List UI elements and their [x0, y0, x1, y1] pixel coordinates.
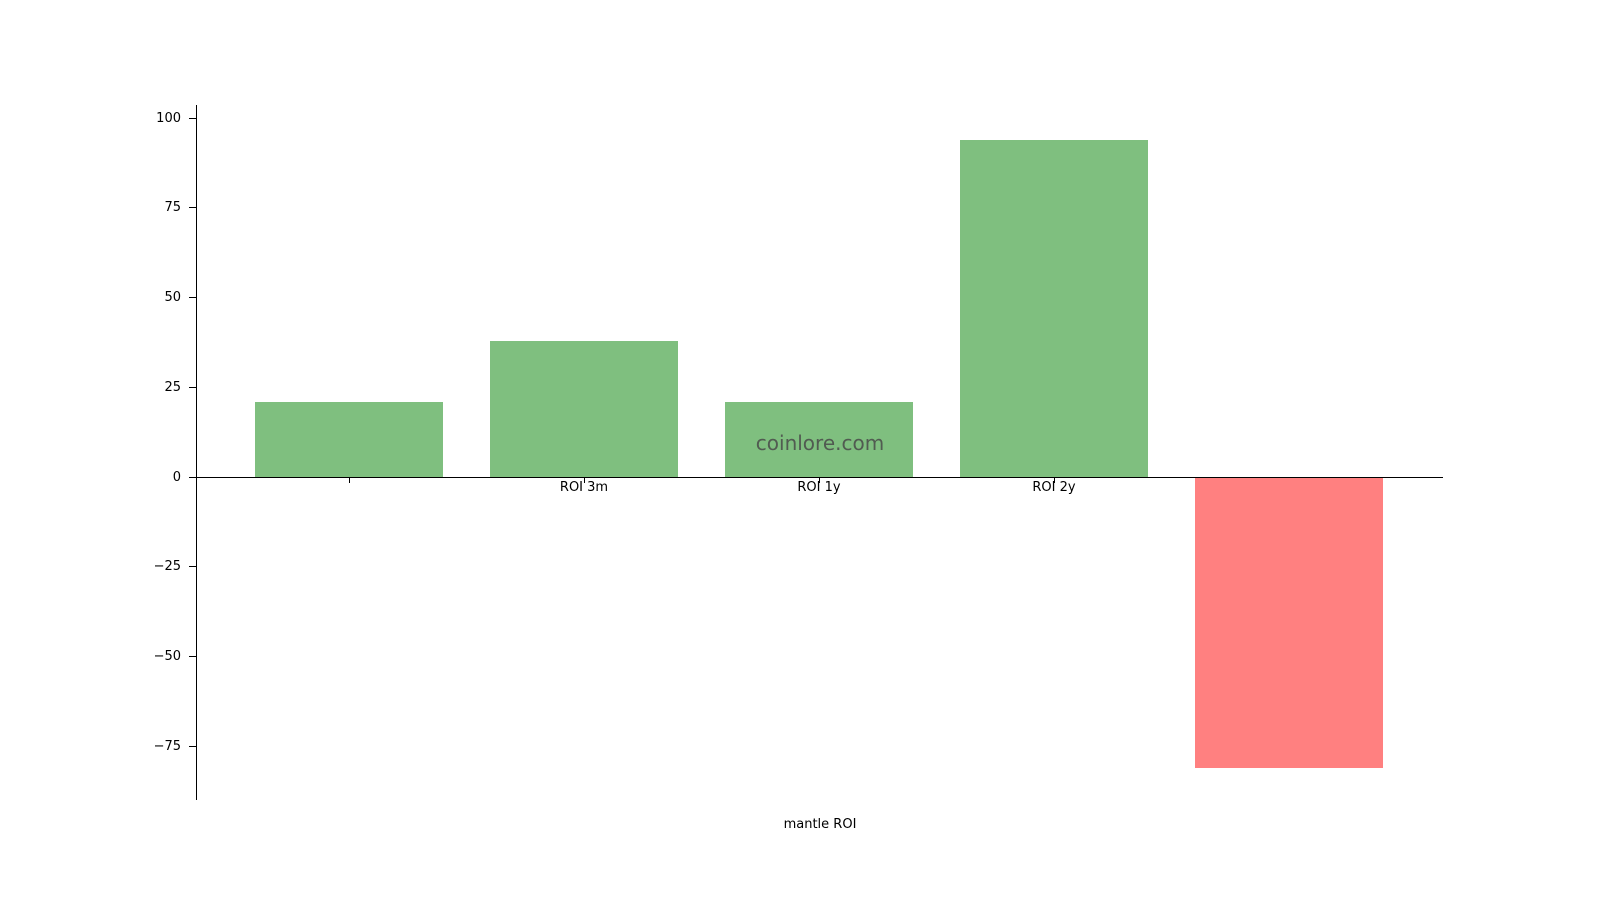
x-axis-tick	[819, 477, 820, 483]
y-tick-label: 50	[164, 290, 181, 305]
y-axis-tick	[189, 566, 196, 568]
y-axis-tick	[189, 386, 196, 388]
x-axis-zero-line	[196, 476, 1443, 478]
y-axis-tick	[189, 476, 196, 478]
y-axis-tick	[189, 207, 196, 209]
bar-roi-2y	[960, 139, 1148, 477]
watermark-text: coinlore.com	[755, 431, 885, 455]
bar-roi-3m	[490, 340, 678, 477]
x-tick-label-roi-3m: ROI 3m	[559, 480, 609, 495]
chart-title: mantle ROI	[783, 817, 857, 832]
bar-5	[1195, 477, 1383, 768]
x-tick-label-roi-1y: ROI 1y	[797, 480, 841, 495]
x-axis-tick	[584, 477, 585, 483]
y-tick-label: 75	[164, 200, 181, 216]
y-axis-tick	[189, 297, 196, 298]
bar-roi-1y	[725, 401, 913, 477]
y-tick-label: 100	[156, 110, 181, 126]
x-tick-label-roi-2y: ROI 2y	[1032, 480, 1076, 495]
y-axis-tick	[189, 745, 196, 747]
x-axis-tick	[1054, 477, 1055, 483]
y-axis-tick	[189, 656, 196, 657]
y-tick-label: 25	[164, 379, 181, 395]
y-axis-line	[196, 105, 197, 801]
y-tick-label: −50	[153, 649, 181, 664]
y-tick-label: −75	[153, 738, 181, 754]
y-tick-label: −25	[153, 559, 181, 575]
bar-1	[255, 401, 443, 477]
x-axis-tick	[349, 477, 350, 483]
y-axis-tick	[189, 117, 196, 119]
y-tick-label: 0	[172, 469, 181, 485]
